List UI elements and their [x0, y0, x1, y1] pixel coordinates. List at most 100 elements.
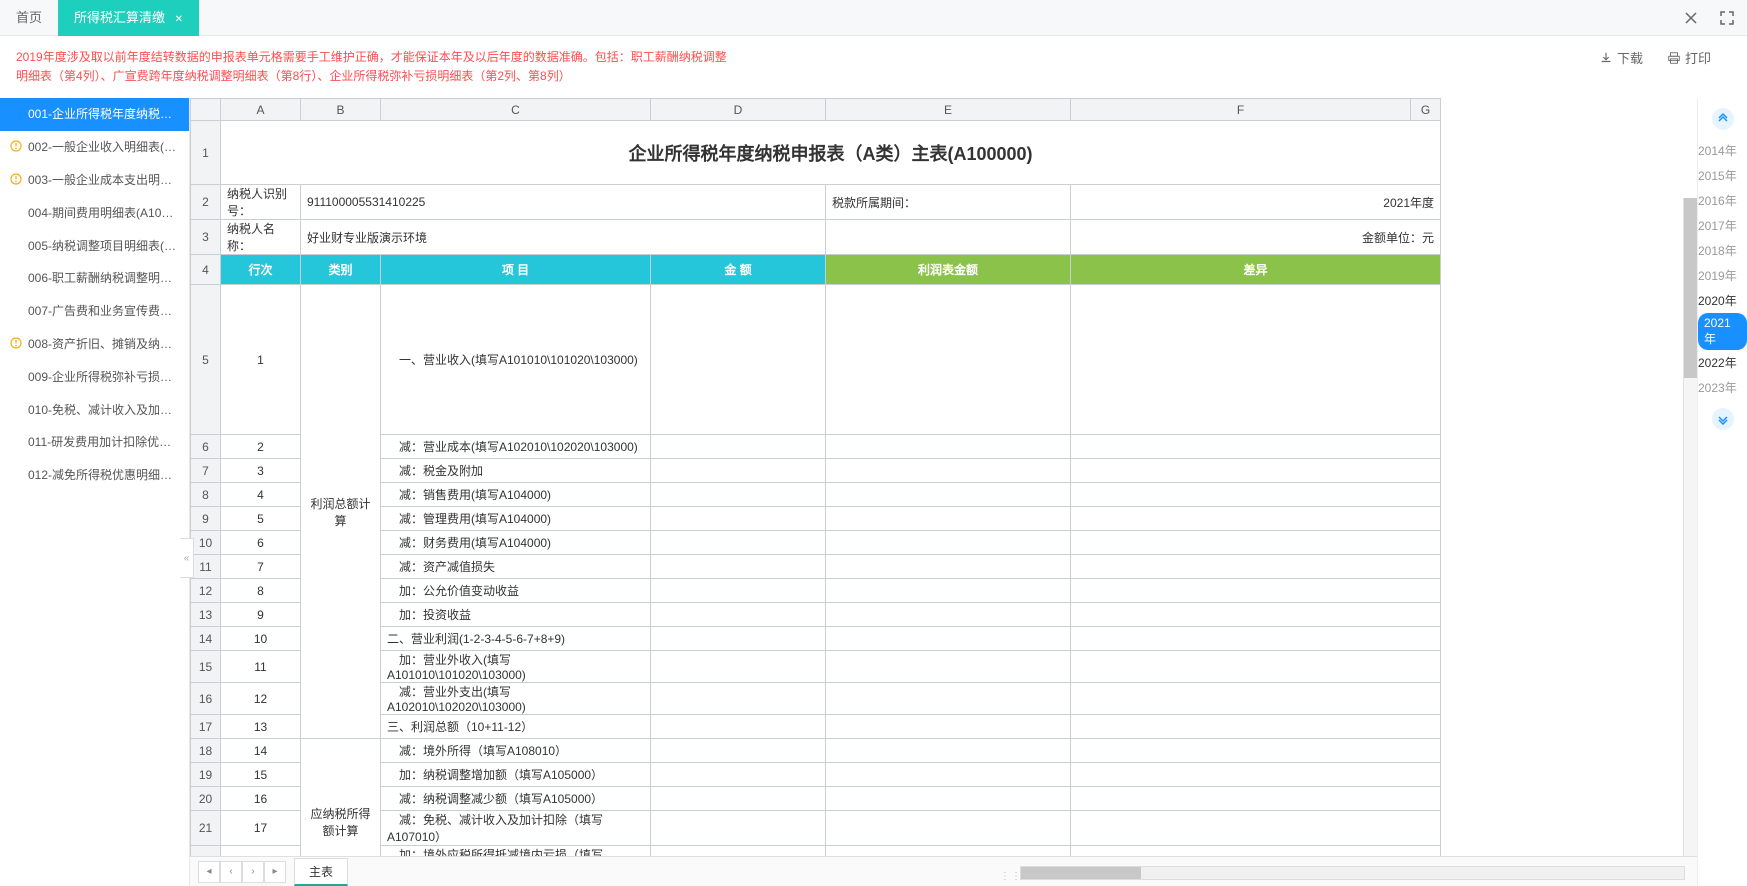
- profit-cell[interactable]: [826, 683, 1071, 715]
- diff-cell[interactable]: [1071, 555, 1441, 579]
- sidebar-collapse-handle[interactable]: «: [180, 538, 194, 578]
- row-header[interactable]: 14: [191, 627, 221, 651]
- diff-cell[interactable]: [1071, 811, 1441, 846]
- amount-cell[interactable]: [651, 846, 826, 856]
- sidebar-item[interactable]: 004-期间费用明细表(A1040...: [0, 197, 189, 230]
- row-header[interactable]: 9: [191, 507, 221, 531]
- profit-cell[interactable]: [826, 435, 1071, 459]
- row-header[interactable]: 12: [191, 579, 221, 603]
- diff-cell[interactable]: [1071, 787, 1441, 811]
- profit-cell[interactable]: [826, 787, 1071, 811]
- amount-cell[interactable]: [651, 627, 826, 651]
- row-header[interactable]: 11: [191, 555, 221, 579]
- col-header[interactable]: C: [381, 99, 651, 121]
- col-header[interactable]: F: [1071, 99, 1411, 121]
- sidebar-item[interactable]: 002-一般企业收入明细表(A1...: [0, 131, 189, 164]
- sheet-nav-first[interactable]: ◂: [198, 861, 220, 883]
- sidebar-item[interactable]: 003-一般企业成本支出明细...: [0, 164, 189, 197]
- row-header[interactable]: 2: [191, 185, 221, 220]
- row-header[interactable]: 22: [191, 846, 221, 856]
- row-header[interactable]: 1: [191, 121, 221, 185]
- profit-cell[interactable]: [826, 285, 1071, 435]
- year-item[interactable]: 2022年: [1698, 350, 1747, 375]
- profit-cell[interactable]: [826, 651, 1071, 683]
- diff-cell[interactable]: [1071, 435, 1441, 459]
- amount-cell[interactable]: [651, 555, 826, 579]
- profit-cell[interactable]: [826, 483, 1071, 507]
- sheet-nav-last[interactable]: ▸: [264, 861, 286, 883]
- row-header[interactable]: 15: [191, 651, 221, 683]
- row-header[interactable]: 21: [191, 811, 221, 846]
- profit-cell[interactable]: [826, 811, 1071, 846]
- row-header[interactable]: 13: [191, 603, 221, 627]
- window-close-icon[interactable]: [1681, 8, 1701, 28]
- col-header[interactable]: G: [1411, 99, 1441, 121]
- sheet-nav-next[interactable]: ›: [242, 861, 264, 883]
- amount-cell[interactable]: [651, 739, 826, 763]
- profit-cell[interactable]: [826, 739, 1071, 763]
- row-header[interactable]: 3: [191, 220, 221, 255]
- amount-cell[interactable]: [651, 763, 826, 787]
- diff-cell[interactable]: [1071, 507, 1441, 531]
- diff-cell[interactable]: [1071, 459, 1441, 483]
- sidebar-item[interactable]: 005-纳税调整项目明细表(A1...: [0, 230, 189, 263]
- sidebar-item[interactable]: 010-免税、减计收入及加计...: [0, 394, 189, 427]
- row-header[interactable]: 8: [191, 483, 221, 507]
- tab-active[interactable]: 所得税汇算清缴 ✕: [58, 0, 199, 36]
- amount-cell[interactable]: [651, 435, 826, 459]
- profit-cell[interactable]: [826, 763, 1071, 787]
- sidebar-item[interactable]: 006-职工薪酬纳税调整明细...: [0, 262, 189, 295]
- row-header[interactable]: 5: [191, 285, 221, 435]
- col-header[interactable]: E: [826, 99, 1071, 121]
- amount-cell[interactable]: [651, 579, 826, 603]
- sheet-nav-prev[interactable]: ‹: [220, 861, 242, 883]
- vertical-scrollbar[interactable]: [1683, 198, 1697, 856]
- row-header[interactable]: 10: [191, 531, 221, 555]
- profit-cell[interactable]: [826, 531, 1071, 555]
- year-item[interactable]: 2020年: [1698, 288, 1747, 313]
- row-header[interactable]: 6: [191, 435, 221, 459]
- col-header[interactable]: B: [301, 99, 381, 121]
- diff-cell[interactable]: [1071, 846, 1441, 856]
- amount-cell[interactable]: [651, 811, 826, 846]
- profit-cell[interactable]: [826, 579, 1071, 603]
- sidebar-item[interactable]: 007-广告费和业务宣传费跨...: [0, 295, 189, 328]
- profit-cell[interactable]: [826, 715, 1071, 739]
- year-item[interactable]: 2021年: [1698, 313, 1747, 350]
- fullscreen-icon[interactable]: [1717, 8, 1737, 28]
- year-scroll-up-icon[interactable]: [1712, 108, 1734, 130]
- diff-cell[interactable]: [1071, 763, 1441, 787]
- amount-cell[interactable]: [651, 651, 826, 683]
- amount-cell[interactable]: [651, 603, 826, 627]
- row-header[interactable]: 19: [191, 763, 221, 787]
- profit-cell[interactable]: [826, 507, 1071, 531]
- resize-grip-icon[interactable]: ⋮⋮: [1000, 871, 1022, 882]
- amount-cell[interactable]: [651, 715, 826, 739]
- sidebar-item[interactable]: 008-资产折旧、摊销及纳税...: [0, 328, 189, 361]
- close-icon[interactable]: ✕: [175, 14, 183, 25]
- profit-cell[interactable]: [826, 603, 1071, 627]
- diff-cell[interactable]: [1071, 627, 1441, 651]
- profit-cell[interactable]: [826, 459, 1071, 483]
- amount-cell[interactable]: [651, 683, 826, 715]
- row-header[interactable]: 4: [191, 255, 221, 285]
- row-header[interactable]: 16: [191, 683, 221, 715]
- row-header[interactable]: 7: [191, 459, 221, 483]
- col-header[interactable]: D: [651, 99, 826, 121]
- diff-cell[interactable]: [1071, 651, 1441, 683]
- amount-cell[interactable]: [651, 531, 826, 555]
- sheet-scroll[interactable]: ABCDEFG1企业所得税年度纳税申报表（A类）主表(A100000)2 纳税人…: [190, 98, 1697, 856]
- diff-cell[interactable]: [1071, 683, 1441, 715]
- amount-cell[interactable]: [651, 507, 826, 531]
- sidebar-item[interactable]: 009-企业所得税弥补亏损明...: [0, 361, 189, 394]
- print-button[interactable]: 打印: [1667, 48, 1711, 67]
- download-button[interactable]: 下载: [1599, 48, 1643, 67]
- sheet-tab[interactable]: 主表: [294, 858, 348, 886]
- row-header[interactable]: 17: [191, 715, 221, 739]
- diff-cell[interactable]: [1071, 483, 1441, 507]
- amount-cell[interactable]: [651, 459, 826, 483]
- diff-cell[interactable]: [1071, 739, 1441, 763]
- row-header[interactable]: 20: [191, 787, 221, 811]
- sidebar-item[interactable]: 001-企业所得税年度纳税申...: [0, 98, 189, 131]
- tab-home[interactable]: 首页: [0, 0, 58, 36]
